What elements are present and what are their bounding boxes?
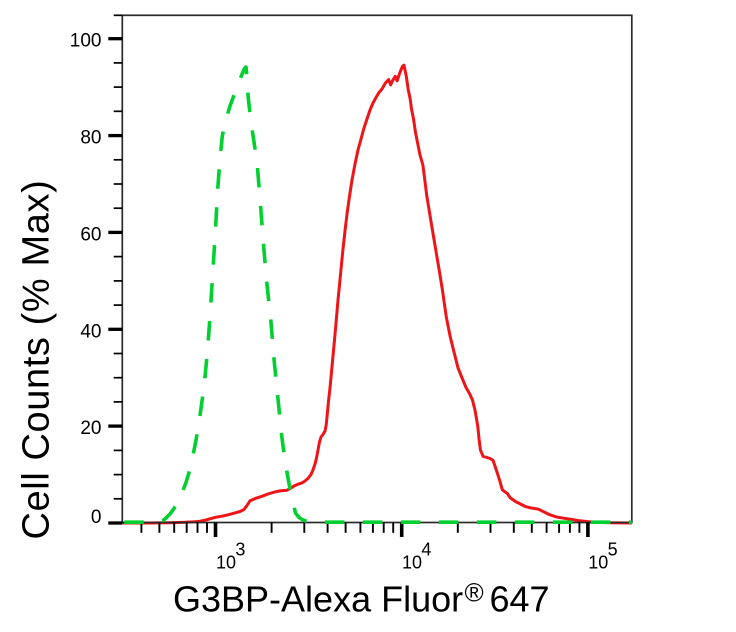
svg-text:10: 10 [402,553,422,573]
svg-text:Cell Counts (% Max): Cell Counts (% Max) [15,180,57,540]
svg-text:10: 10 [216,553,236,573]
svg-text:0: 0 [91,507,102,528]
svg-text:100: 100 [70,31,102,52]
svg-text:60: 60 [80,224,101,245]
svg-text:5: 5 [608,540,618,560]
svg-text:®: ® [465,577,484,607]
svg-text:3: 3 [235,540,245,560]
svg-text:4: 4 [421,540,431,560]
svg-text:10: 10 [588,553,608,573]
svg-text:647: 647 [490,578,550,619]
svg-text:20: 20 [80,418,101,439]
svg-text:80: 80 [80,128,101,149]
svg-text:G3BP-Alexa Fluor: G3BP-Alexa Fluor [173,578,463,619]
svg-text:40: 40 [80,321,101,342]
